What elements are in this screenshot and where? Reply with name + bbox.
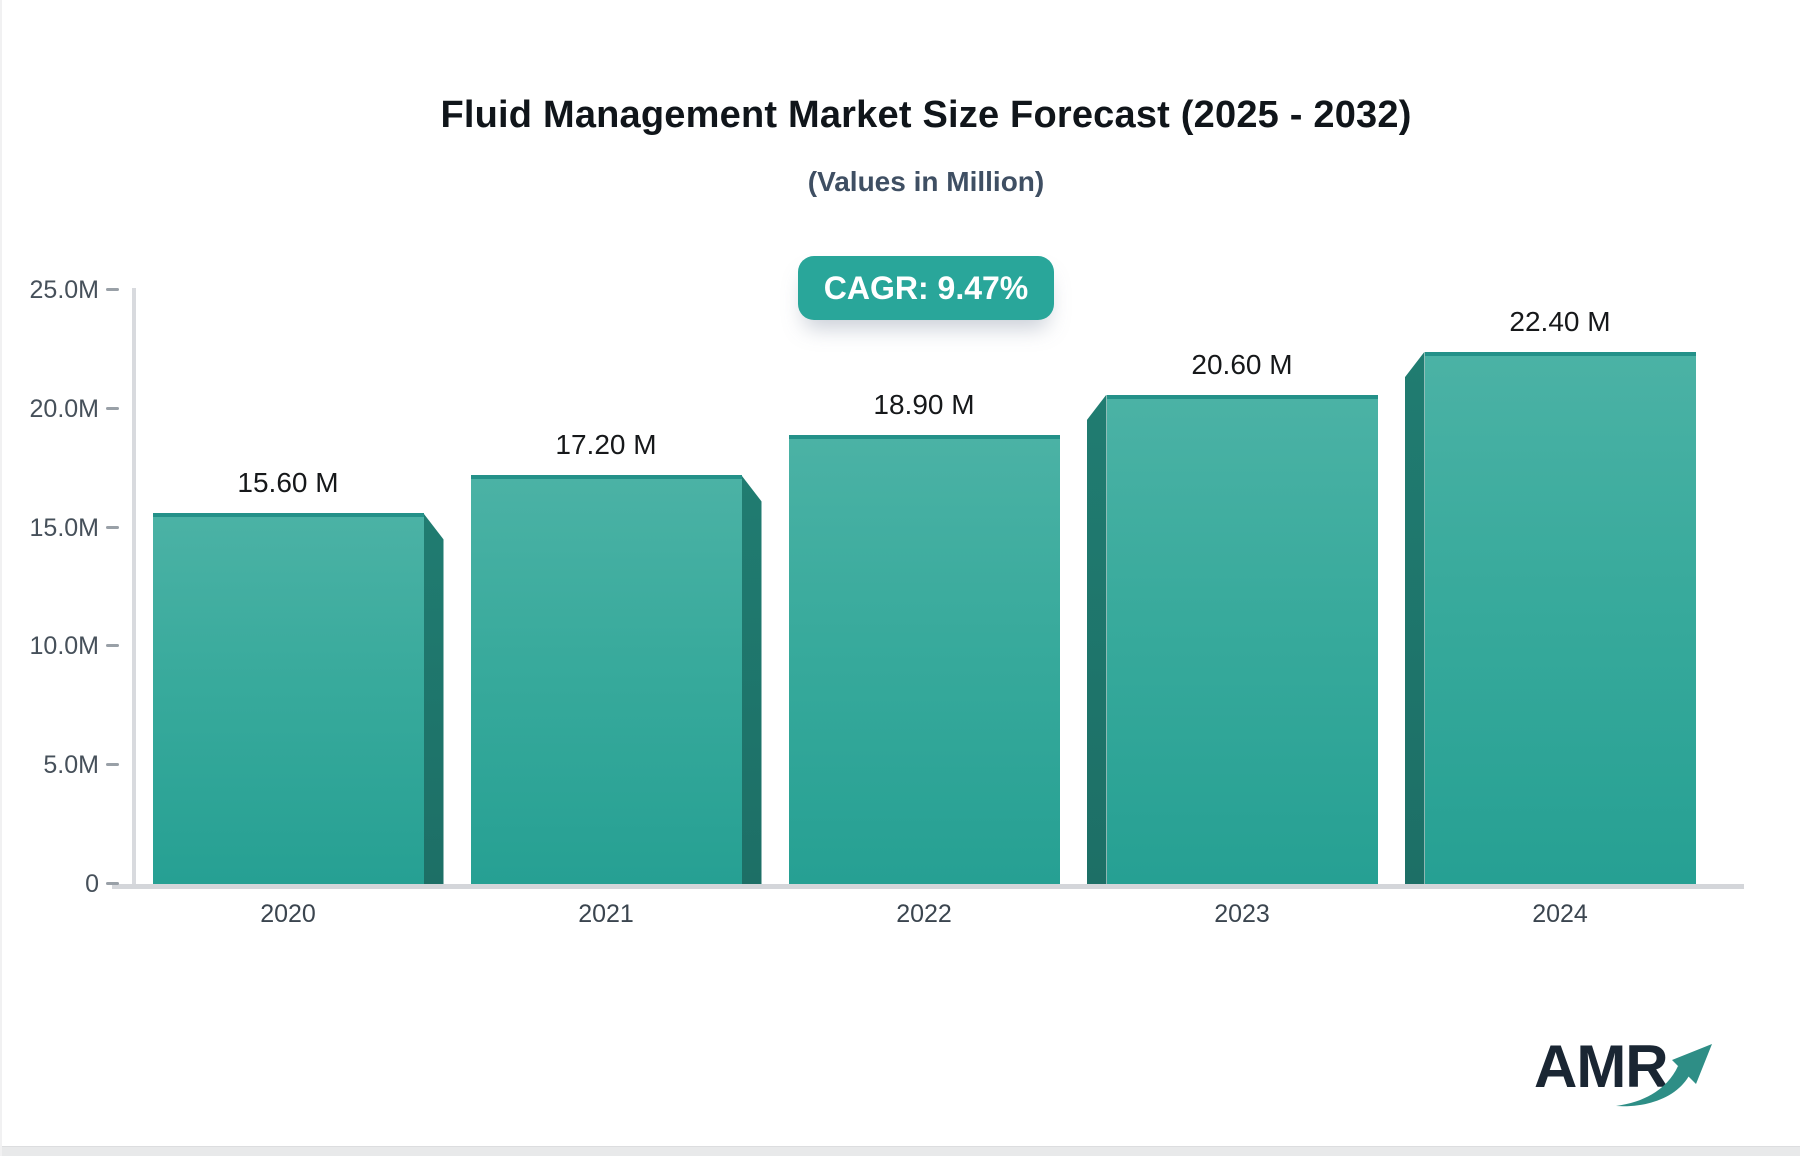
y-tick-label: 15.0M (29, 513, 99, 542)
x-axis-label-2020: 2020 (260, 900, 316, 928)
chart-title: Fluid Management Market Size Forecast (2… (440, 94, 1412, 136)
bar-value-label: 20.60 M (1191, 348, 1293, 380)
y-tick-mark (106, 763, 119, 767)
y-tick-mark (106, 288, 119, 291)
bottom-edge-strip (2, 1146, 1800, 1156)
y-tick-mark (106, 406, 119, 410)
y-axis-line (132, 288, 136, 889)
bar-group-2021: 17.20 M (470, 429, 762, 884)
bar-group-2024: 22.40 M (1404, 306, 1696, 884)
y-tick-mark (106, 882, 119, 885)
cagr-badge-row: CAGR: 9.47% (50, 256, 1800, 320)
y-tick-mark (106, 644, 119, 648)
bar-group-2022: 18.90 M (788, 389, 1060, 884)
bar-face (1424, 351, 1696, 884)
y-tick-label: 0 (85, 870, 99, 898)
amr-logo-text: AMR (1534, 1033, 1669, 1100)
y-tick-mark (106, 525, 119, 529)
bar-face (1106, 394, 1378, 884)
bar-3d-side (1404, 351, 1425, 884)
x-axis-label-2024: 2024 (1532, 900, 1588, 928)
bar-value-label: 17.20 M (555, 429, 657, 461)
growth-arrow-icon (1616, 1044, 1712, 1107)
bar-face (152, 513, 424, 884)
y-tick-label: 25.0M (29, 276, 99, 304)
bar-3d-side (1086, 394, 1107, 884)
bar-value-label: 22.40 M (1509, 305, 1611, 337)
bar-value-label: 15.60 M (237, 467, 339, 499)
y-tick-label: 10.0M (29, 632, 99, 661)
x-axis-label-2021: 2021 (578, 900, 634, 928)
bar-3d-side (423, 513, 444, 884)
bar-value-label: 18.90 M (873, 388, 975, 420)
x-axis-label-2022: 2022 (896, 900, 952, 928)
y-tick-label: 5.0M (43, 751, 99, 780)
bar-group-2023: 20.60 M (1086, 349, 1378, 884)
bar-face (788, 434, 1060, 884)
x-axis-label-2023: 2023 (1214, 900, 1270, 928)
bar-group-2020: 15.60 M (152, 467, 444, 884)
y-tick-label: 20.0M (29, 394, 99, 423)
bar-3d-side (741, 475, 762, 884)
x-axis-baseline (112, 884, 1744, 889)
bar-face (470, 475, 742, 884)
amr-logo: AMR (1534, 1032, 1724, 1112)
chart-subtitle: (Values in Million) (807, 166, 1045, 197)
cagr-badge: CAGR: 9.47% (797, 256, 1055, 320)
